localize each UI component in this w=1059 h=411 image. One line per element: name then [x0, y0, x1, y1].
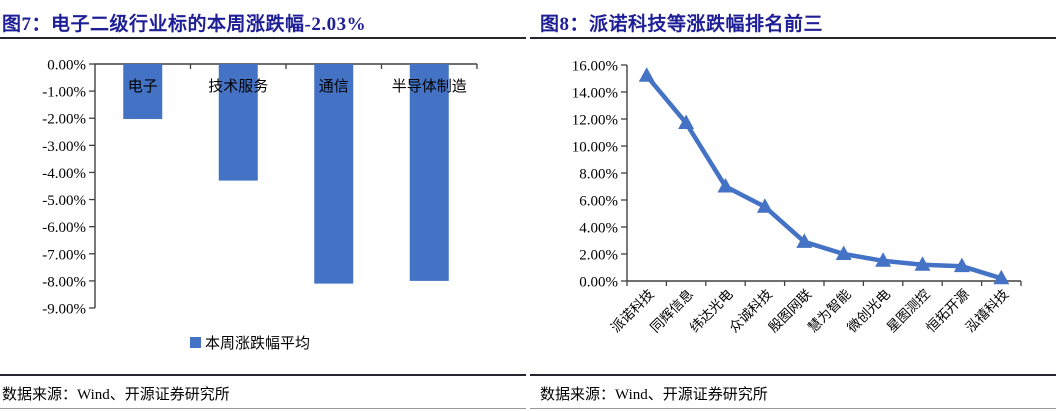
y-tick-label: 14.00% — [572, 86, 618, 102]
y-tick-label: -8.00% — [42, 274, 86, 290]
marker-6 — [875, 252, 892, 267]
category-label-0: 电子 — [128, 78, 158, 95]
marker-5 — [835, 245, 852, 260]
y-tick-label: 10.00% — [572, 140, 618, 156]
category-label-3: 半导体制造 — [392, 78, 467, 95]
marker-8 — [953, 257, 970, 273]
legend-swatch — [190, 337, 201, 348]
y-tick-label: 8.00% — [579, 167, 618, 183]
marker-7 — [914, 256, 931, 271]
figure7-bar-chart: 0.00% -1.00% -2.00% -3.00% -4.00% -5.00% -6.00… — [42, 58, 478, 352]
marker-1 — [678, 114, 695, 130]
figure8-source: 数据来源：Wind、开源证券研究所 — [530, 374, 1056, 409]
marker-0 — [638, 67, 655, 82]
y-tick-label: -1.00% — [42, 85, 86, 101]
figure8-title: 图8：派诺科技等涨跌幅排名前三 — [540, 14, 824, 35]
y-tick-label: -6.00% — [42, 220, 86, 236]
figure8-panel: 图8：派诺科技等涨跌幅排名前三 16.00% 14.00% 12.00% 10.00%… — [530, 0, 1059, 411]
bar-3 — [409, 64, 449, 281]
marker-4 — [796, 233, 813, 248]
figure8-line-chart: 16.00% 14.00% 12.00% 10.00% 8.00% 6.00% 4.00% 2… — [572, 59, 1022, 335]
marker-3 — [756, 198, 773, 213]
bar-1 — [218, 64, 258, 181]
data-line — [644, 73, 1004, 281]
figure7-title: 图7：电子二级行业标的本周涨跌幅-2.03% — [2, 14, 367, 35]
y-tick-label: 16.00% — [572, 59, 618, 75]
y-tick-label: -7.00% — [42, 247, 86, 263]
y-tick-label: -3.00% — [42, 139, 86, 155]
y-tick-label: -4.00% — [42, 166, 86, 182]
y-tick-label: 0.00% — [579, 275, 618, 291]
figure7-panel: 图7：电子二级行业标的本周涨跌幅-2.03% 0.00% -1.00% -2.00%… — [0, 0, 529, 411]
y-tick-label: -9.00% — [42, 302, 86, 318]
marker-9 — [993, 269, 1010, 285]
y-tick-label: 6.00% — [579, 194, 618, 210]
y-tick-label: 2.00% — [579, 248, 618, 264]
y-tick-label: -2.00% — [42, 112, 86, 128]
category-label-1: 技术服务 — [208, 78, 268, 95]
marker-2 — [717, 178, 734, 193]
figure7-source-label: 数据来源： — [2, 387, 78, 403]
x-tick-label-9: 泓禧科技 — [963, 286, 1012, 335]
y-tick-label: 12.00% — [572, 113, 618, 129]
legend-label: 本周涨跌幅平均 — [205, 335, 310, 352]
bar-0 — [123, 64, 163, 120]
category-label-2: 通信 — [319, 78, 349, 95]
figure8-source-label: 数据来源： — [540, 387, 616, 403]
bar-2 — [314, 64, 354, 284]
y-tick-label: 4.00% — [579, 221, 618, 237]
figure7-source-text: Wind、开源证券研究所 — [77, 387, 230, 403]
y-tick-label: 0.00% — [47, 58, 86, 74]
figure8-header: 图8：派诺科技等涨跌幅排名前三 — [530, 0, 1056, 39]
figure7-source: 数据来源：Wind、开源证券研究所 — [0, 374, 526, 409]
y-tick-label: -5.00% — [42, 193, 86, 209]
figure8-source-text: Wind、开源证券研究所 — [615, 387, 768, 403]
figure7-header: 图7：电子二级行业标的本周涨跌幅-2.03% — [0, 0, 526, 39]
